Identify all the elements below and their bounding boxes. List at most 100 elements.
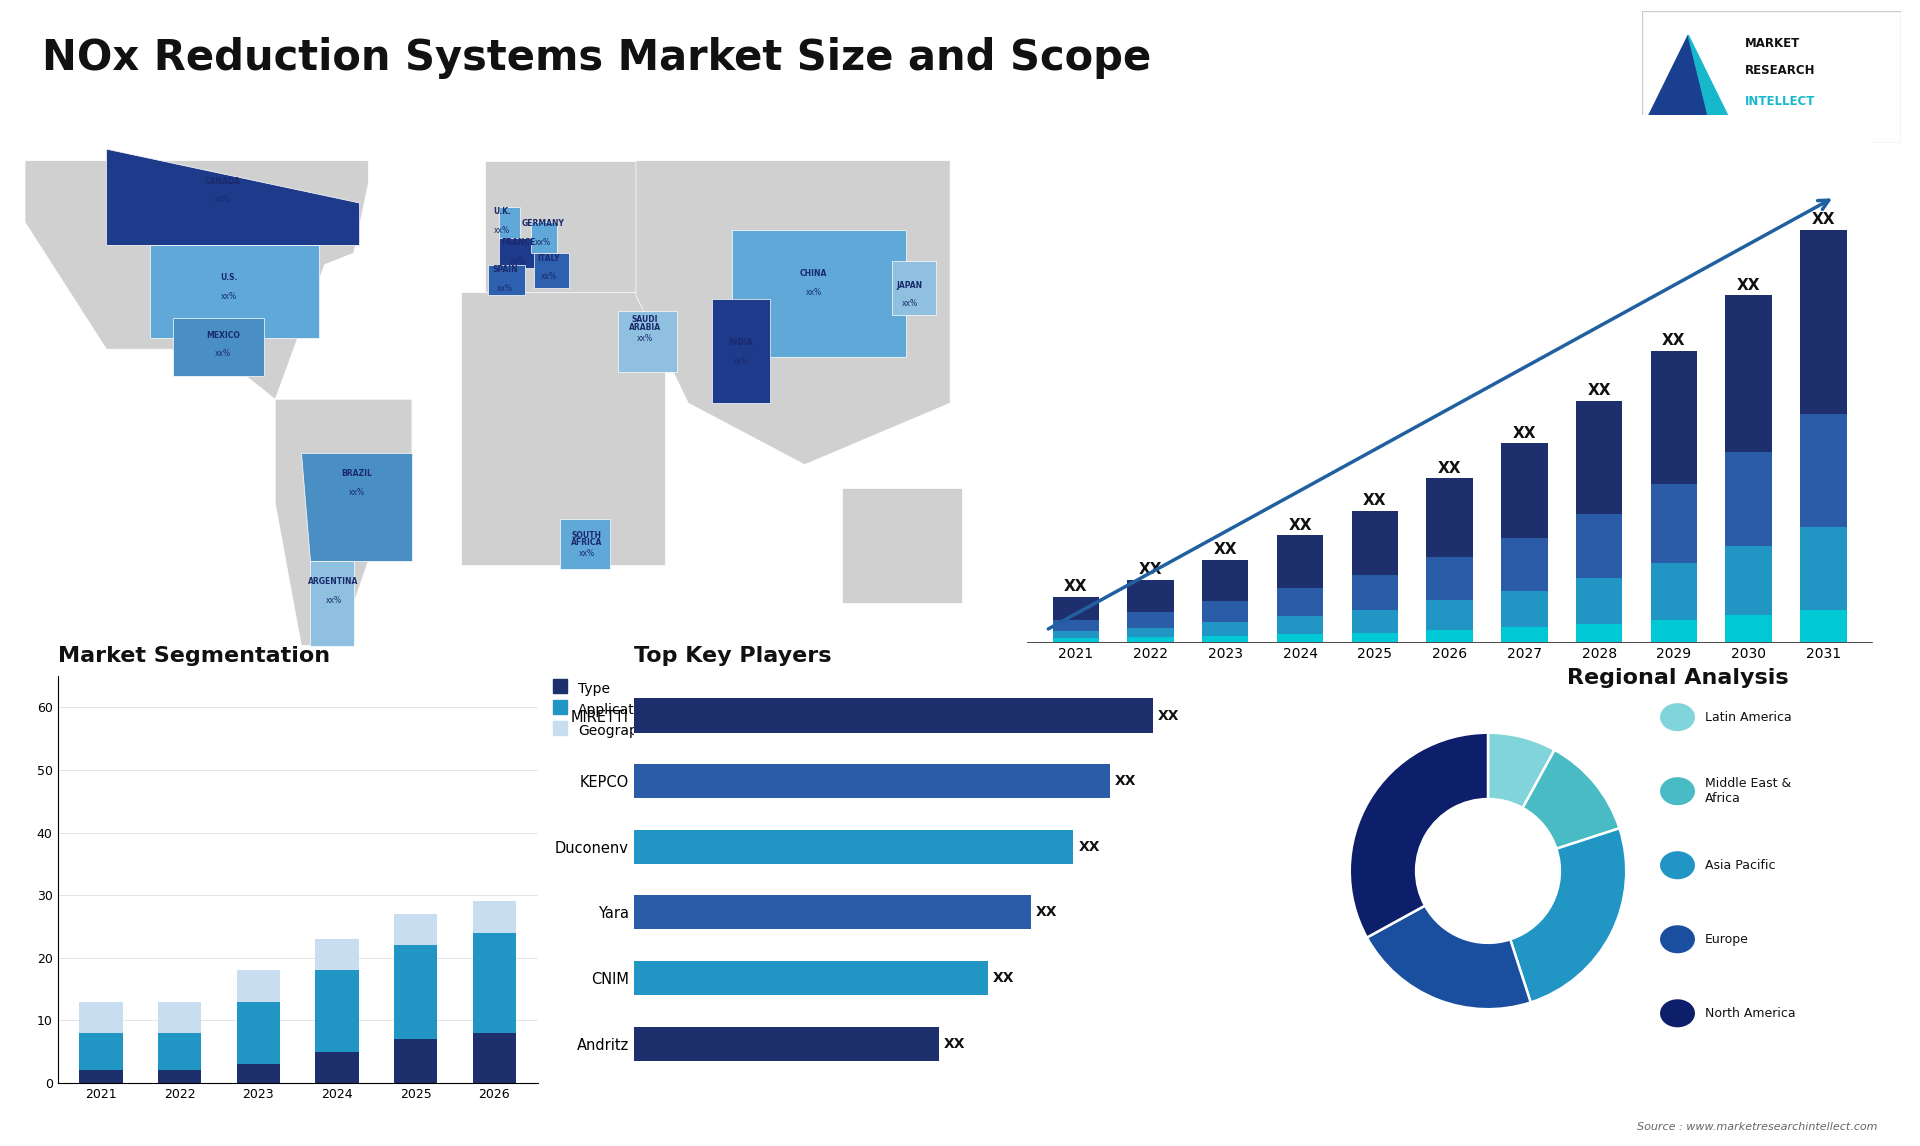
Text: XX: XX [1513,425,1536,441]
Text: XX: XX [1116,775,1137,788]
Text: NOx Reduction Systems Market Size and Scope: NOx Reduction Systems Market Size and Sc… [42,37,1152,79]
Text: XX: XX [1588,383,1611,399]
Text: xx%: xx% [221,291,236,300]
Bar [1277,535,1323,588]
Bar [1427,478,1473,557]
Text: XX: XX [1035,905,1058,919]
Text: ITALY: ITALY [538,253,561,262]
Polygon shape [893,261,935,315]
Text: xx%: xx% [637,333,653,343]
Bar [1576,513,1622,579]
Wedge shape [1488,732,1555,808]
Bar [1651,351,1697,485]
Bar [157,1002,202,1033]
Wedge shape [1523,749,1619,849]
Bar [1127,612,1173,628]
Text: Top Key Players: Top Key Players [634,646,831,666]
Polygon shape [561,518,611,568]
Text: XX: XX [1663,333,1686,348]
Bar [634,830,1073,864]
Polygon shape [732,230,906,356]
Text: Latin America: Latin America [1705,711,1791,723]
Text: xx%: xx% [804,288,822,297]
Wedge shape [1350,732,1488,937]
Bar [1576,401,1622,513]
Bar [1202,560,1248,602]
Bar [1726,452,1772,547]
Text: XX: XX [1079,840,1100,854]
Text: xx%: xx% [497,284,513,293]
Bar [634,895,1031,929]
Bar [1352,633,1398,642]
Bar [1501,590,1548,628]
Bar [634,698,1152,732]
Text: xx%: xx% [324,596,342,604]
Bar [1202,636,1248,642]
Text: xx%: xx% [215,350,230,359]
Text: SAUDI: SAUDI [632,315,659,324]
Polygon shape [173,319,263,376]
Bar [1576,625,1622,642]
Text: xx%: xx% [733,356,749,366]
Text: XX: XX [1213,542,1236,557]
Bar [1352,511,1398,575]
Text: INDIA: INDIA [728,338,753,347]
Text: XX: XX [1139,562,1162,576]
Polygon shape [843,488,962,603]
Polygon shape [484,160,636,296]
Title: Regional Analysis: Regional Analysis [1567,668,1789,689]
Bar [1651,563,1697,620]
Bar [394,915,438,945]
Text: MEXICO: MEXICO [205,330,240,339]
Bar [79,1033,123,1070]
Text: JAPAN: JAPAN [897,281,922,290]
Bar [236,1065,280,1083]
Polygon shape [532,222,557,253]
Text: xx%: xx% [493,226,511,235]
Bar [1801,610,1847,642]
Polygon shape [499,207,520,242]
Bar [472,1033,516,1083]
Bar [1576,579,1622,625]
Text: AFRICA: AFRICA [570,539,603,548]
Bar [1127,637,1173,642]
Bar [1501,444,1548,537]
Bar [1801,527,1847,610]
Bar [315,971,359,1052]
Bar [236,1002,280,1065]
Text: xx%: xx% [536,237,551,246]
Bar [1651,620,1697,642]
Text: North America: North America [1705,1007,1795,1020]
Bar [236,971,280,1002]
Text: MARKET: MARKET [1745,37,1801,49]
Bar [1726,296,1772,452]
Text: XX: XX [1158,708,1179,722]
Polygon shape [301,453,413,560]
Bar [1726,615,1772,642]
Bar [1277,617,1323,635]
Wedge shape [1367,905,1530,1010]
Text: SPAIN: SPAIN [492,265,518,274]
Bar [79,1002,123,1033]
Text: xx%: xx% [215,195,230,204]
Text: Europe: Europe [1705,933,1749,945]
Bar [1801,230,1847,414]
Text: RESEARCH: RESEARCH [1745,64,1816,77]
Bar [1501,537,1548,590]
Text: XX: XX [1064,579,1087,594]
Bar [1127,580,1173,612]
Bar [157,1033,202,1070]
Ellipse shape [1661,925,1695,953]
Text: INTELLECT: INTELLECT [1745,95,1816,108]
Polygon shape [1647,36,1709,119]
Text: ARGENTINA: ARGENTINA [309,576,359,586]
Text: ARABIA: ARABIA [628,323,660,332]
Bar [1427,630,1473,642]
Text: BRAZIL: BRAZIL [342,469,372,478]
Text: XX: XX [945,1037,966,1051]
Bar [1726,547,1772,615]
Text: FRANCE: FRANCE [501,238,536,248]
Bar [1202,622,1248,636]
Text: XX: XX [1288,518,1311,533]
Wedge shape [1511,829,1626,1003]
